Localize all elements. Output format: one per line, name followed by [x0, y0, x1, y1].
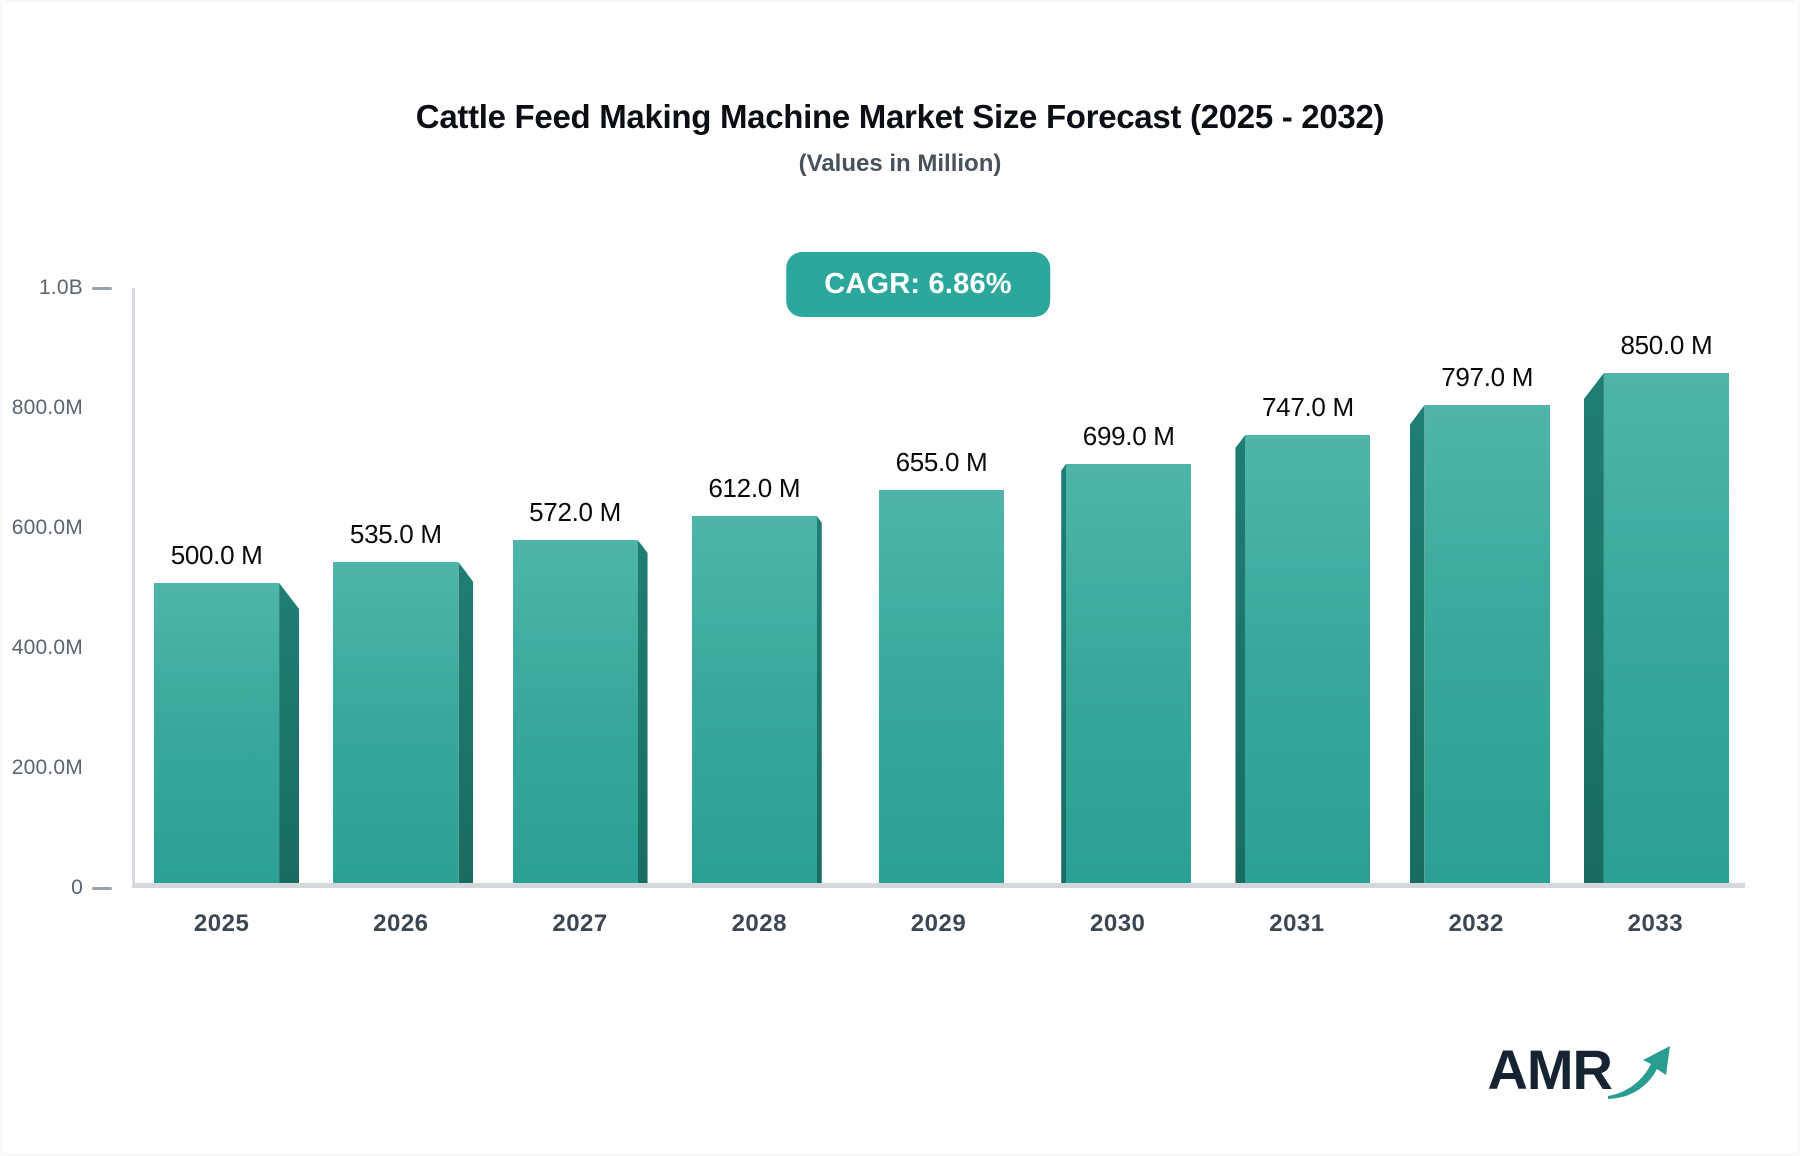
- bar-3d-side-2027: [637, 539, 648, 883]
- bar-3d-side-2032: [1409, 404, 1425, 883]
- amr-logo: AMR: [1487, 1042, 1672, 1104]
- y-axis-tick-400.0M: 400.0M: [0, 636, 112, 660]
- bar-value-label: 655.0 M: [895, 447, 988, 477]
- y-axis-tick-800.0M: 800.0M: [0, 396, 112, 420]
- bar-group-2027: 572.0 M: [493, 288, 672, 883]
- y-tick-mark: [92, 886, 112, 890]
- bar-2031: [1245, 434, 1371, 883]
- bar-3d-side-2026: [458, 562, 474, 883]
- bar-value-label: 612.0 M: [708, 472, 801, 503]
- bar-value-label: 535.0 M: [349, 519, 442, 549]
- bar-3d-side-2033: [1583, 373, 1604, 883]
- bar-3d-side-2025: [279, 583, 300, 883]
- bar-value-label: 500.0 M: [170, 540, 263, 570]
- x-axis-label-2027: 2027: [552, 910, 608, 937]
- bar-2028: [691, 515, 817, 883]
- bar-value-label: 572.0 M: [529, 496, 621, 527]
- bar-value-label: 850.0 M: [1620, 330, 1713, 360]
- bar-group-2026: 535.0 M: [314, 288, 493, 883]
- y-tick-label: 800.0M: [11, 396, 83, 419]
- amr-logo-text: AMR: [1487, 1038, 1613, 1101]
- cagr-badge: CAGR: 6.86%: [786, 252, 1050, 317]
- bar-value-label: 747.0 M: [1262, 391, 1354, 422]
- bar-group-2031: 747.0 M: [1210, 288, 1389, 883]
- chart-subtitle: (Values in Million): [798, 150, 1002, 177]
- bar-group-2028: 612.0 M: [673, 288, 852, 883]
- bar-group-2029: 655.0 M: [852, 288, 1031, 883]
- bar-group-2025: 500.0 M: [135, 288, 314, 883]
- bar-2029: [878, 490, 1004, 883]
- bar-2026: [333, 562, 459, 883]
- y-axis-tick-1.0B: 1.0B: [0, 276, 112, 300]
- x-axis-label-2029: 2029: [910, 910, 967, 937]
- x-axis-label-2028: 2028: [731, 910, 787, 937]
- chart-title: Cattle Feed Making Machine Market Size F…: [415, 98, 1385, 135]
- y-tick-label: 200.0M: [11, 756, 83, 779]
- bar-value-label: 699.0 M: [1082, 420, 1175, 451]
- x-axis-label-2025: 2025: [193, 910, 250, 937]
- bar-group-2033: 850.0 M: [1569, 288, 1748, 883]
- x-axis-label-2026: 2026: [373, 910, 429, 937]
- y-tick-mark: [92, 286, 112, 290]
- bar-2032: [1424, 404, 1550, 883]
- y-tick-label: 600.0M: [11, 516, 83, 539]
- bar-value-label: 797.0 M: [1441, 361, 1534, 392]
- bar-group-2032: 797.0 M: [1390, 288, 1569, 883]
- bar-3d-side-2030: [1061, 463, 1067, 883]
- x-axis-label-2033: 2033: [1627, 910, 1684, 937]
- bar-2030: [1066, 463, 1192, 883]
- x-axis-label-2032: 2032: [1448, 910, 1504, 937]
- x-axis-label-2030: 2030: [1090, 910, 1146, 937]
- bar-2033: [1603, 373, 1729, 883]
- y-tick-label: 0: [71, 876, 83, 899]
- y-tick-label: 1.0B: [39, 276, 83, 299]
- bar-3d-side-2028: [816, 515, 822, 883]
- bar-2027: [512, 539, 638, 883]
- y-axis-tick-200.0M: 200.0M: [0, 756, 112, 780]
- plot-area: 500.0 M 535.0 M 572.0 M 612.0 M 655.0 M 699.0…: [132, 288, 1745, 888]
- x-axis-label-2031: 2031: [1269, 910, 1325, 937]
- bar-group-2030: 699.0 M: [1031, 288, 1210, 883]
- y-tick-label: 400.0M: [11, 636, 83, 659]
- bar-2025: [154, 583, 280, 883]
- y-axis-tick-600.0M: 600.0M: [0, 516, 112, 540]
- bar-3d-side-2031: [1235, 434, 1246, 883]
- y-axis-tick-0: 0: [0, 876, 112, 900]
- growth-arrow-icon: [1608, 1046, 1670, 1099]
